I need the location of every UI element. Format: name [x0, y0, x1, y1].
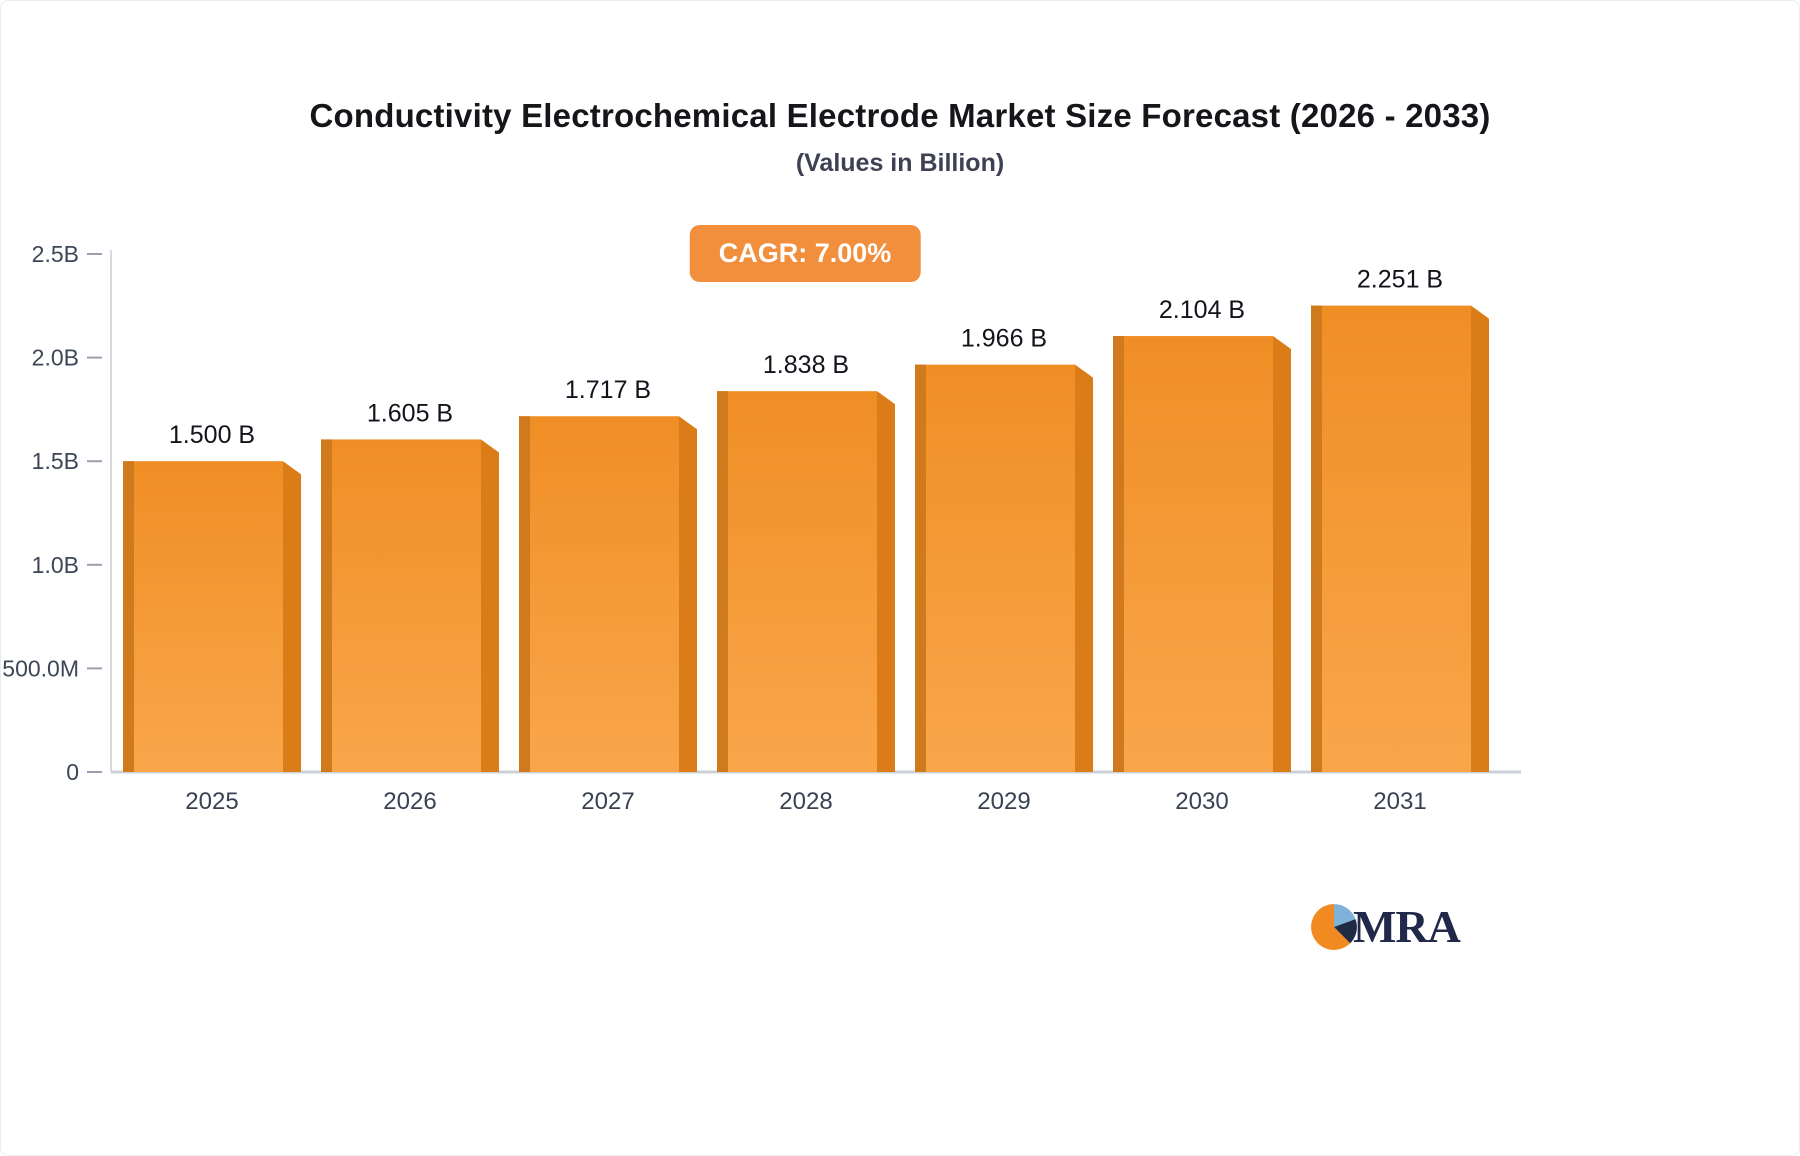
y-axis-label: 2.5B: [32, 241, 79, 267]
x-axis-label: 2026: [383, 788, 436, 815]
x-axis-label: 2025: [185, 788, 238, 815]
chart-title: Conductivity Electrochemical Electrode M…: [309, 97, 1491, 134]
bar: [321, 439, 481, 772]
y-axis-label: 2.0B: [32, 345, 79, 371]
bar-left-edge: [519, 416, 530, 772]
cagr-badge: CAGR: 7.00%: [689, 225, 921, 282]
x-axis-label: 2031: [1373, 788, 1426, 815]
x-axis-label: 2028: [779, 788, 832, 815]
bar-side-face: [1075, 364, 1093, 772]
bar: [1113, 336, 1273, 772]
y-axis-label: 1.5B: [32, 448, 79, 474]
x-axis-label: 2029: [977, 788, 1030, 815]
bar: [519, 416, 679, 772]
y-axis-label: 0: [66, 759, 79, 785]
bar-value-label: 1.966 B: [961, 325, 1047, 353]
bar-left-edge: [321, 439, 332, 772]
bar-side-face: [1471, 305, 1489, 772]
bar-left-edge: [1311, 305, 1322, 772]
x-axis-label: 2027: [581, 788, 634, 815]
bar-value-label: 2.251 B: [1357, 266, 1443, 294]
bar-value-label: 2.104 B: [1159, 296, 1245, 324]
bar-value-label: 1.838 B: [763, 351, 849, 379]
bar: [123, 461, 283, 772]
bar-left-edge: [1113, 336, 1124, 772]
bar-side-face: [679, 416, 697, 772]
bar-side-face: [283, 461, 301, 772]
bar-value-label: 1.500 B: [169, 421, 255, 449]
bar-value-label: 1.605 B: [367, 399, 453, 427]
bar: [915, 364, 1075, 772]
bar-value-label: 1.717 B: [565, 376, 651, 404]
bar-side-face: [1273, 336, 1291, 772]
chart-subtitle: (Values in Billion): [795, 149, 1005, 177]
logo-pie-icon: [1311, 904, 1357, 950]
bar: [717, 391, 877, 772]
x-axis-label: 2030: [1175, 788, 1228, 815]
bar: [1311, 305, 1471, 772]
logo: MRA: [1309, 901, 1461, 952]
bar-side-face: [877, 391, 895, 772]
bar-left-edge: [123, 461, 134, 772]
y-axis-label: 1.0B: [32, 552, 79, 578]
y-axis-label: 500.0M: [2, 655, 79, 681]
logo-text: MRA: [1353, 901, 1461, 952]
bar-side-face: [481, 439, 499, 772]
bar-left-edge: [915, 364, 926, 772]
bar-left-edge: [717, 391, 728, 772]
